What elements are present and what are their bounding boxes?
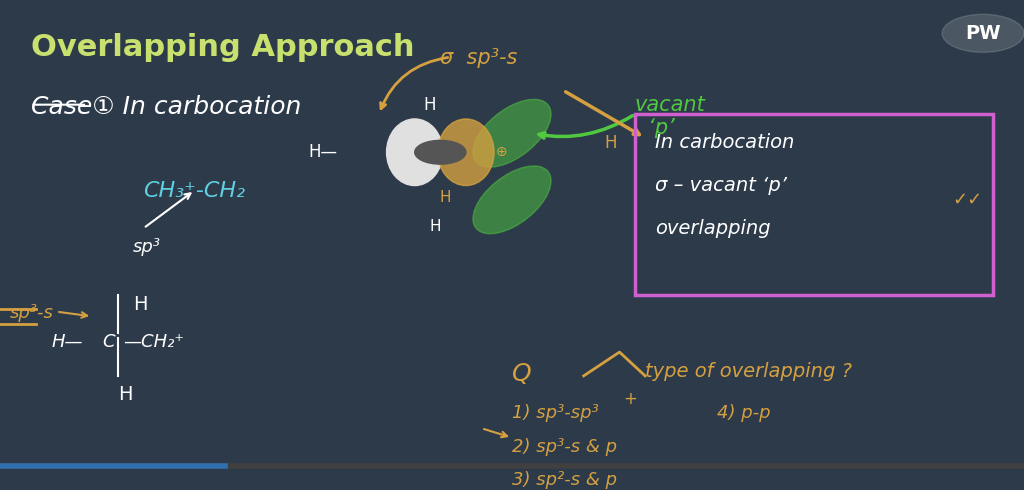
Text: H: H [429,219,441,234]
Text: CH₃⁺-CH₂: CH₃⁺-CH₂ [143,181,246,201]
Ellipse shape [386,119,442,186]
Text: 3) sp²-s & p: 3) sp²-s & p [512,471,617,489]
Text: 1) sp³-sp³: 1) sp³-sp³ [512,404,599,422]
Text: H: H [133,295,147,314]
Text: Case① In carbocation: Case① In carbocation [31,95,301,119]
Text: H: H [604,134,616,152]
Text: type of overlapping ?: type of overlapping ? [645,362,852,381]
Text: ✓✓: ✓✓ [952,190,983,208]
Text: overlapping: overlapping [655,219,771,238]
Text: H: H [439,190,452,205]
Text: PW: PW [966,24,1000,43]
Text: H: H [118,385,132,404]
Text: vacant
  ‘p’: vacant ‘p’ [635,95,706,138]
Circle shape [415,140,466,164]
Ellipse shape [473,99,551,167]
Text: H: H [424,96,436,114]
Text: σ  sp³-s: σ sp³-s [440,48,518,68]
Text: +: + [623,390,637,408]
Text: sp³-s: sp³-s [10,304,54,322]
Ellipse shape [438,119,495,186]
Text: Q: Q [512,362,531,386]
Text: Overlapping Approach: Overlapping Approach [31,33,415,62]
Text: H—: H— [51,333,83,351]
Text: H—: H— [309,143,338,161]
Circle shape [942,14,1024,52]
Text: 4) p-p: 4) p-p [717,404,770,422]
Text: sp³: sp³ [133,238,161,256]
Text: 2) sp³-s & p: 2) sp³-s & p [512,438,617,456]
Text: σ – vacant ‘p’: σ – vacant ‘p’ [655,176,787,195]
Text: ⊕: ⊕ [496,145,508,159]
Text: C: C [102,333,115,351]
Text: In carbocation: In carbocation [655,133,795,152]
Ellipse shape [473,166,551,234]
Text: —CH₂⁺: —CH₂⁺ [123,333,183,351]
